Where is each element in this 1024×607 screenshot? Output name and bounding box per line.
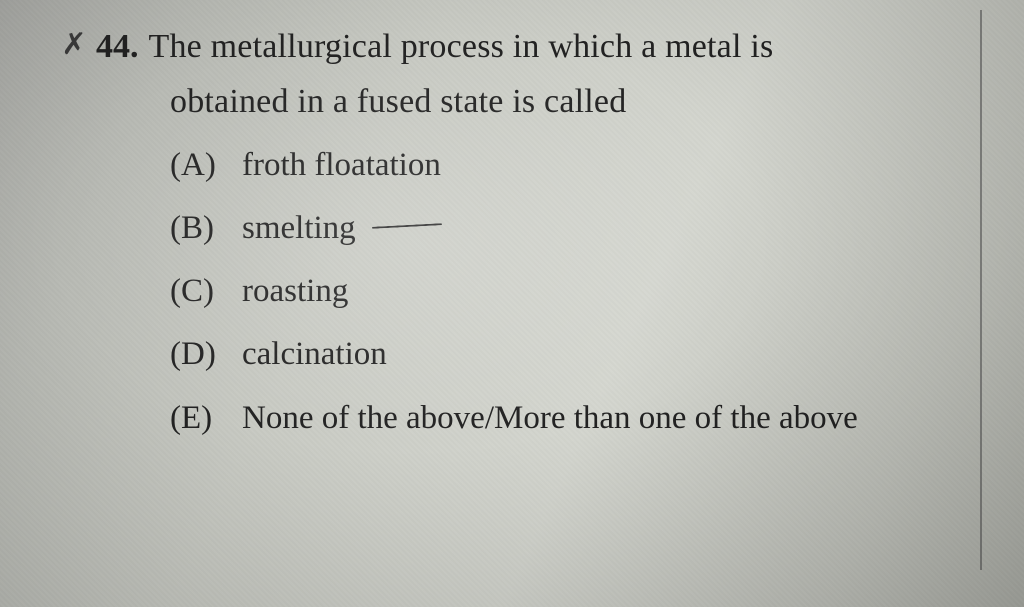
cross-mark-icon: ✗ (60, 30, 88, 60)
page: ✗ 44. The metallurgical process in which… (0, 0, 1024, 607)
question-row: ✗ 44. The metallurgical process in which… (60, 22, 994, 127)
question-stem: 44. The metallurgical process in which a… (96, 22, 994, 127)
options-list: (A) froth floatation (B) smelting (C) ro… (170, 145, 994, 439)
option-letter: (C) (170, 271, 228, 312)
option-text: smelting (242, 208, 994, 249)
option-text: None of the above/More than one of the a… (242, 398, 994, 439)
option-text: calcination (242, 334, 994, 375)
page-right-rule (980, 10, 982, 570)
option-letter: (D) (170, 334, 228, 375)
option-text: froth floatation (242, 145, 994, 186)
handwritten-dash-icon (372, 223, 442, 229)
option-d: (D) calcination (170, 334, 994, 375)
option-a: (A) froth floatation (170, 145, 994, 186)
question-text-line2: obtained in a fused state is called (170, 77, 994, 126)
option-letter: (B) (170, 208, 228, 249)
option-text: roasting (242, 271, 994, 312)
option-letter: (E) (170, 398, 228, 439)
option-e: (E) None of the above/More than one of t… (170, 398, 994, 439)
question-number: 44. (96, 28, 139, 65)
option-b: (B) smelting (170, 208, 994, 249)
question-text-line1: The metallurgical process in which a met… (149, 28, 774, 65)
option-b-label: smelting (242, 210, 356, 246)
option-c: (C) roasting (170, 271, 994, 312)
option-letter: (A) (170, 145, 228, 186)
